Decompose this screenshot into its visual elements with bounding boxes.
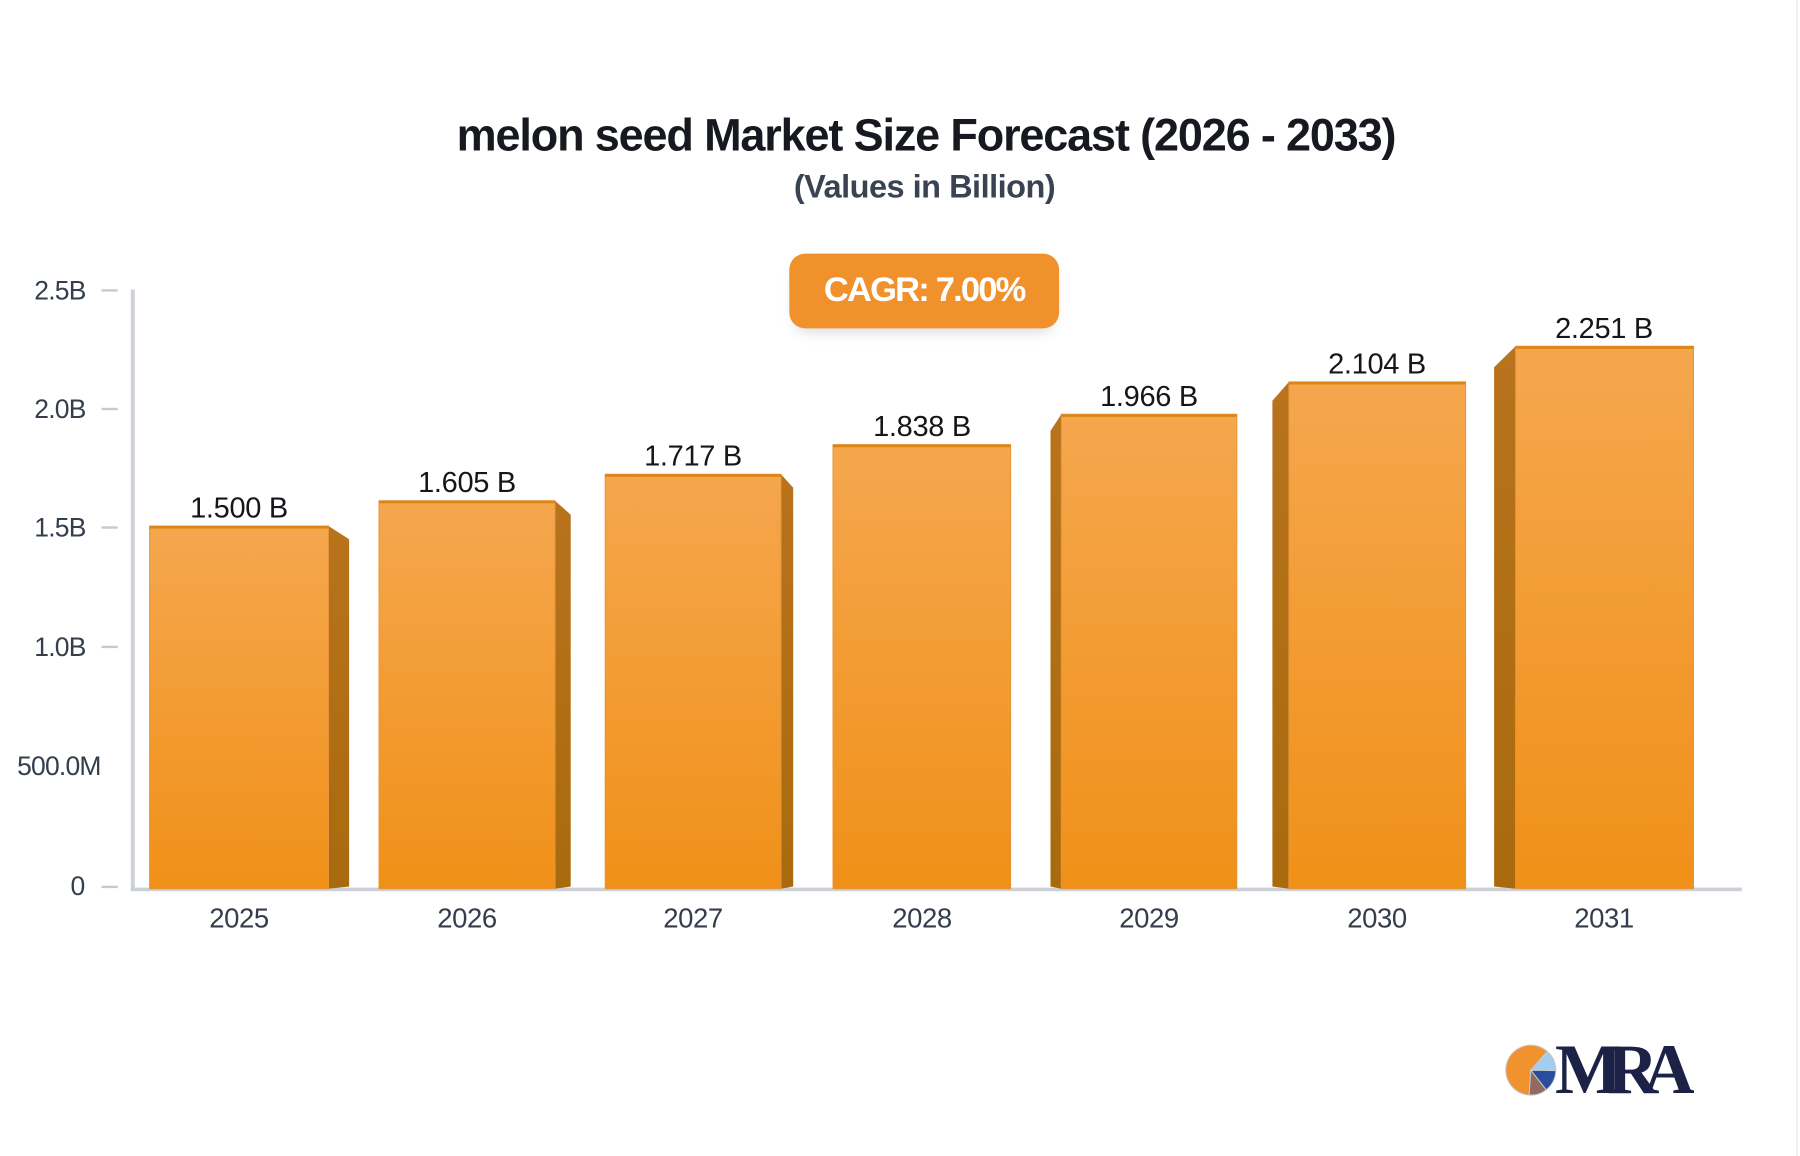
svg-text:0: 0 bbox=[70, 871, 84, 901]
svg-text:2.251 B: 2.251 B bbox=[1555, 313, 1653, 345]
svg-text:1.838 B: 1.838 B bbox=[873, 411, 971, 443]
svg-text:2026: 2026 bbox=[437, 903, 497, 934]
svg-text:2029: 2029 bbox=[1119, 903, 1179, 934]
svg-text:MRA: MRA bbox=[1555, 1031, 1694, 1109]
svg-text:1.0B: 1.0B bbox=[34, 632, 85, 662]
svg-text:melon seed Market Size Forecas: melon seed Market Size Forecast (2026 - … bbox=[457, 110, 1396, 161]
svg-text:(Values in Billion): (Values in Billion) bbox=[794, 169, 1055, 205]
svg-text:2028: 2028 bbox=[892, 903, 952, 934]
svg-text:1.500 B: 1.500 B bbox=[190, 493, 288, 525]
svg-text:2.5B: 2.5B bbox=[34, 276, 85, 306]
svg-text:2031: 2031 bbox=[1574, 903, 1634, 934]
svg-text:CAGR: 7.00%: CAGR: 7.00% bbox=[824, 271, 1026, 309]
svg-text:1.966 B: 1.966 B bbox=[1100, 381, 1198, 413]
svg-text:2.0B: 2.0B bbox=[34, 394, 85, 424]
svg-text:1.605 B: 1.605 B bbox=[418, 467, 516, 499]
svg-text:1.5B: 1.5B bbox=[34, 513, 85, 543]
svg-text:500.0M: 500.0M bbox=[17, 751, 101, 781]
svg-text:2027: 2027 bbox=[663, 903, 723, 934]
svg-text:2025: 2025 bbox=[209, 903, 269, 934]
svg-text:2.104 B: 2.104 B bbox=[1328, 348, 1426, 380]
svg-text:1.717 B: 1.717 B bbox=[644, 441, 742, 473]
svg-text:2030: 2030 bbox=[1347, 903, 1407, 934]
